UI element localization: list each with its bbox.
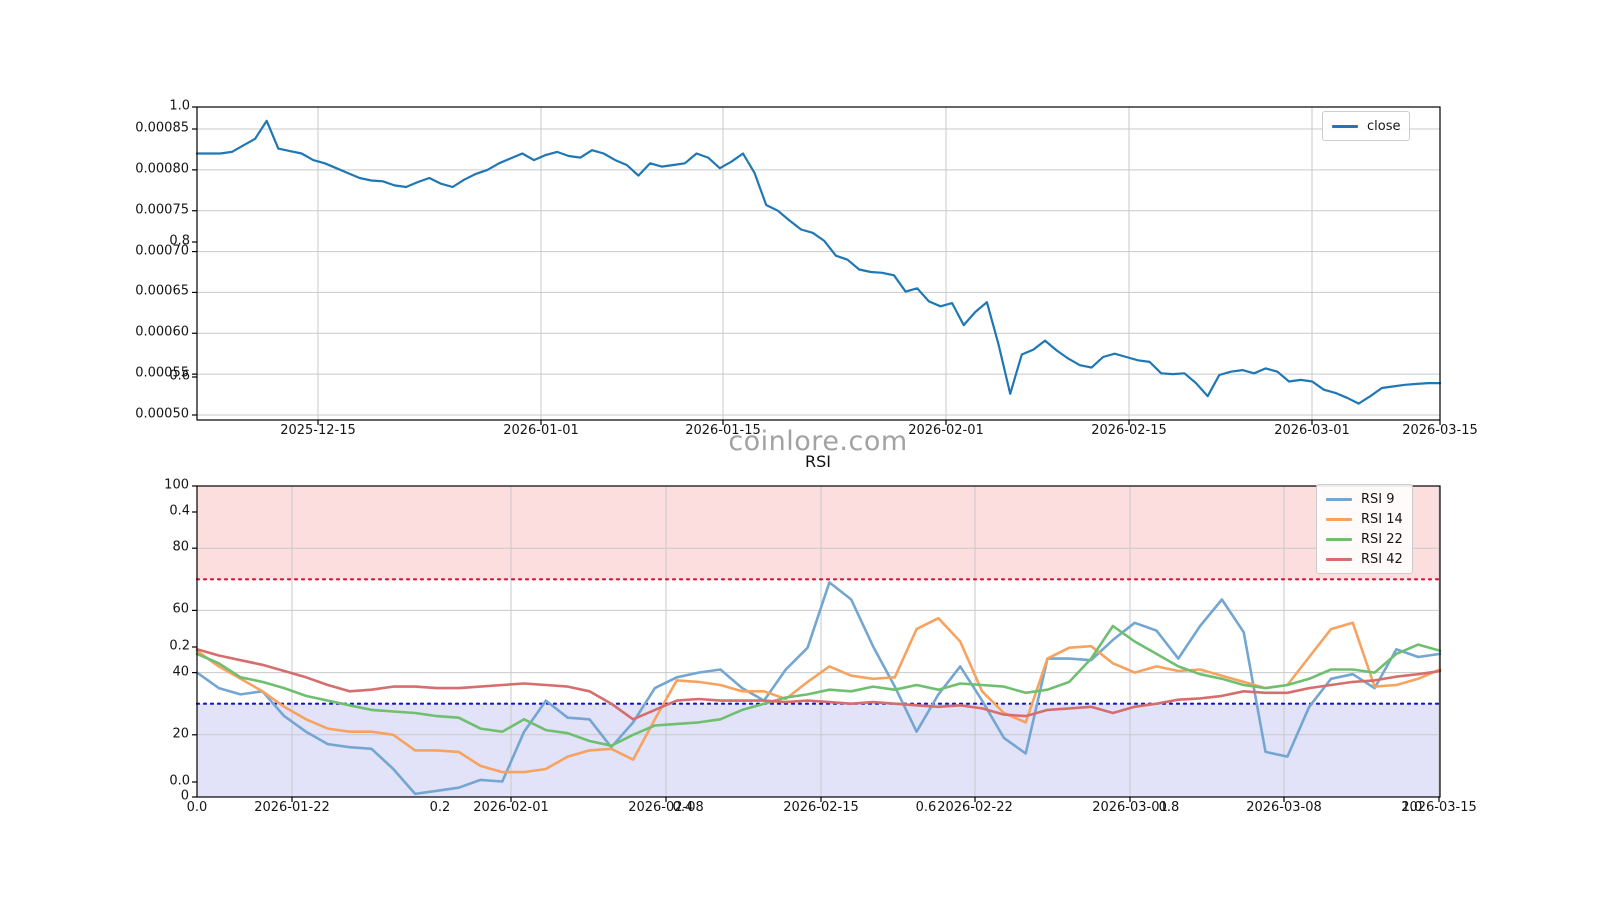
rsi-x-tick-label: 2026-03-01 [1092,800,1168,815]
rsi-y-tick-label: 60 [172,601,189,617]
rsi-y-tick-label: 80 [172,539,189,555]
price-y-tick-label: 0.00085 [135,120,189,136]
rsi14-line-swatch [1326,517,1352,521]
hidden-axis-x-tick-label: 0.2 [429,800,451,815]
rsi-x-tick-label: 2026-03-08 [1246,800,1322,815]
price-y-tick-label: 0.00050 [135,406,189,422]
close-line-swatch [1332,124,1358,128]
watermark: coinlore.com [728,426,908,457]
hidden-axis-x-tick-label: 0.4 [672,800,694,815]
rsi22-line-swatch [1326,537,1352,541]
rsi-x-tick-label: 2026-02-01 [473,800,549,815]
rsi-y-tick-label: 0 [180,788,189,804]
price-x-tick-label: 2026-02-01 [908,423,984,438]
rsi-x-tick-label: 2026-02-15 [783,800,859,815]
legend-item-rsi42: RSI 42 [1326,549,1403,569]
price-x-tick-label: 2026-02-15 [1091,423,1167,438]
rsi-x-tick-label: 2026-03-15 [1401,800,1477,815]
hidden-axis-y-tick-label: 0.8 [169,233,190,249]
price-y-tick-label: 0.00075 [135,202,189,218]
hidden-axis-y-tick-label: 0.6 [169,368,190,384]
price-y-tick-label: 0.00060 [135,324,189,340]
hidden-axis-x-tick-label: 0.8 [1158,800,1180,815]
hidden-axis-x-tick-label: 0.0 [186,800,208,815]
price-x-tick-label: 2026-01-01 [503,423,579,438]
price-y-tick-label: 0.00065 [135,283,189,299]
legend-item-close: close [1332,116,1400,136]
rsi42-line-swatch [1326,557,1352,561]
rsi-x-tick-label: 2026-02-08 [628,800,704,815]
rsi-x-tick-label: 2026-02-22 [937,800,1013,815]
price-x-tick-label: 2026-01-15 [685,423,761,438]
hidden-axis-y-tick-label: 0.0 [169,773,190,789]
price-x-tick-label: 2026-03-15 [1402,423,1478,438]
legend-label-rsi22: RSI 22 [1361,531,1403,547]
hidden-axis-y-tick-label: 0.2 [169,638,190,654]
price-x-tick-label: 2026-03-01 [1274,423,1350,438]
rsi-x-tick-label: 2026-01-22 [254,800,330,815]
legend-label-rsi42: RSI 42 [1361,551,1403,567]
hidden-axis-y-tick-label: 1.0 [169,98,190,114]
legend-item-rsi22: RSI 22 [1326,529,1403,549]
price-y-tick-label: 0.00070 [135,243,189,259]
hidden-axis-x-tick-label: 0.6 [915,800,937,815]
legend-item-rsi14: RSI 14 [1326,509,1403,529]
rsi-y-tick-label: 100 [164,477,189,493]
legend-close: close [1322,111,1411,141]
hidden-axis-x-tick-label: 1.0 [1401,800,1423,815]
rsi-y-tick-label: 20 [172,726,189,742]
price-x-tick-label: 2025-12-15 [280,423,356,438]
legend-item-rsi9: RSI 9 [1326,489,1403,509]
rsi-y-tick-label: 40 [172,664,189,680]
legend-label-close: close [1367,118,1401,134]
legend-label-rsi9: RSI 9 [1361,491,1395,507]
legend-label-rsi14: RSI 14 [1361,511,1403,527]
rsi-chart-title: RSI [805,452,831,471]
hidden-axis-y-tick-label: 0.4 [169,503,190,519]
legend-rsi: RSI 9 RSI 14 RSI 22 RSI 42 [1316,484,1413,574]
price-y-tick-label: 0.00080 [135,161,189,177]
price-y-tick-label: 0.00055 [135,365,189,381]
rsi9-line-swatch [1326,497,1352,501]
